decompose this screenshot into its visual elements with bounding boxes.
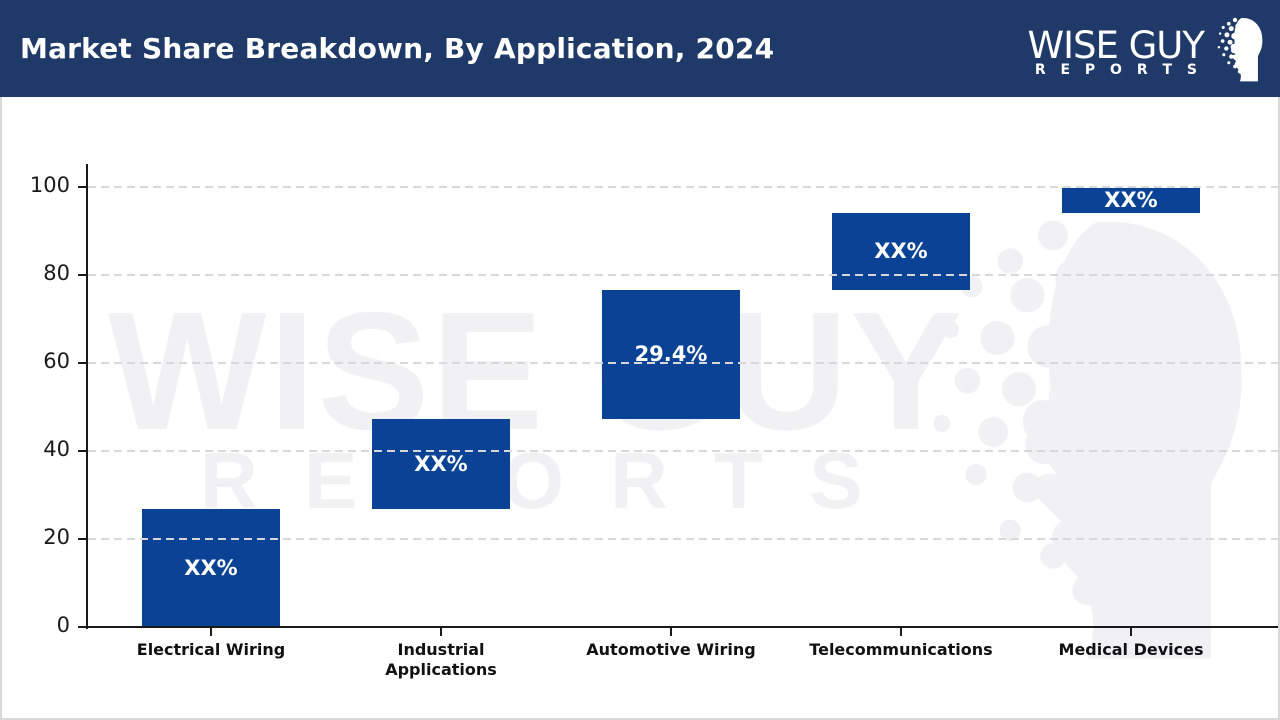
bar <box>1062 187 1200 213</box>
x-tick <box>670 628 672 636</box>
y-tick-label: 100 <box>29 173 70 197</box>
bar-value-label: 29.4% <box>634 342 708 367</box>
logo-wordmark: WISE GUY <box>1027 24 1205 67</box>
watermark-wordmark: WISE GUY <box>108 277 965 465</box>
page-border-left <box>0 0 2 720</box>
y-tick <box>78 538 88 540</box>
x-tick <box>900 628 902 636</box>
y-tick-label: 80 <box>43 261 70 285</box>
y-tick <box>78 186 88 188</box>
gridline <box>88 274 1278 276</box>
wiseguy-head-icon <box>1204 6 1266 91</box>
bar-value-label: XX% <box>874 239 928 264</box>
x-axis-label: Electrical Wiring <box>136 640 286 659</box>
gridline <box>88 186 1278 188</box>
x-axis-label: Industrial Applications <box>385 640 497 679</box>
x-tick <box>1130 628 1132 636</box>
wise-guy-logo: WISE GUY R E P O R T S <box>1027 0 1270 97</box>
gridline <box>88 538 1278 540</box>
bar <box>832 212 970 290</box>
x-tick <box>440 628 442 636</box>
bar <box>602 289 740 419</box>
x-tick <box>210 628 212 636</box>
bar <box>372 418 510 510</box>
page-border-bottom <box>0 718 1280 720</box>
y-tick-label: 60 <box>43 349 70 373</box>
bar <box>142 509 280 627</box>
page-title: Market Share Breakdown, By Application, … <box>20 32 775 65</box>
gridline <box>88 362 1278 364</box>
y-tick-label: 20 <box>43 525 70 549</box>
page-border-right <box>1278 0 1280 720</box>
y-axis-line <box>86 164 88 629</box>
bar-value-label: XX% <box>1104 188 1158 213</box>
x-axis-label: Medical Devices <box>1058 640 1204 659</box>
gridline <box>88 450 1278 452</box>
y-tick <box>78 450 88 452</box>
x-axis-line <box>86 626 1278 628</box>
y-tick <box>78 362 88 364</box>
y-tick-label: 0 <box>56 613 70 637</box>
y-tick-label: 40 <box>43 437 70 461</box>
bar-value-label: XX% <box>184 556 238 581</box>
y-tick <box>78 274 88 276</box>
y-tick <box>78 626 88 628</box>
x-axis-label: Automotive Wiring <box>586 640 756 659</box>
bar-value-label: XX% <box>414 451 468 476</box>
logo-subtext: R E P O R T S <box>1034 62 1202 78</box>
header: Market Share Breakdown, By Application, … <box>0 0 1280 97</box>
x-axis-label: Telecommunications <box>809 640 993 659</box>
